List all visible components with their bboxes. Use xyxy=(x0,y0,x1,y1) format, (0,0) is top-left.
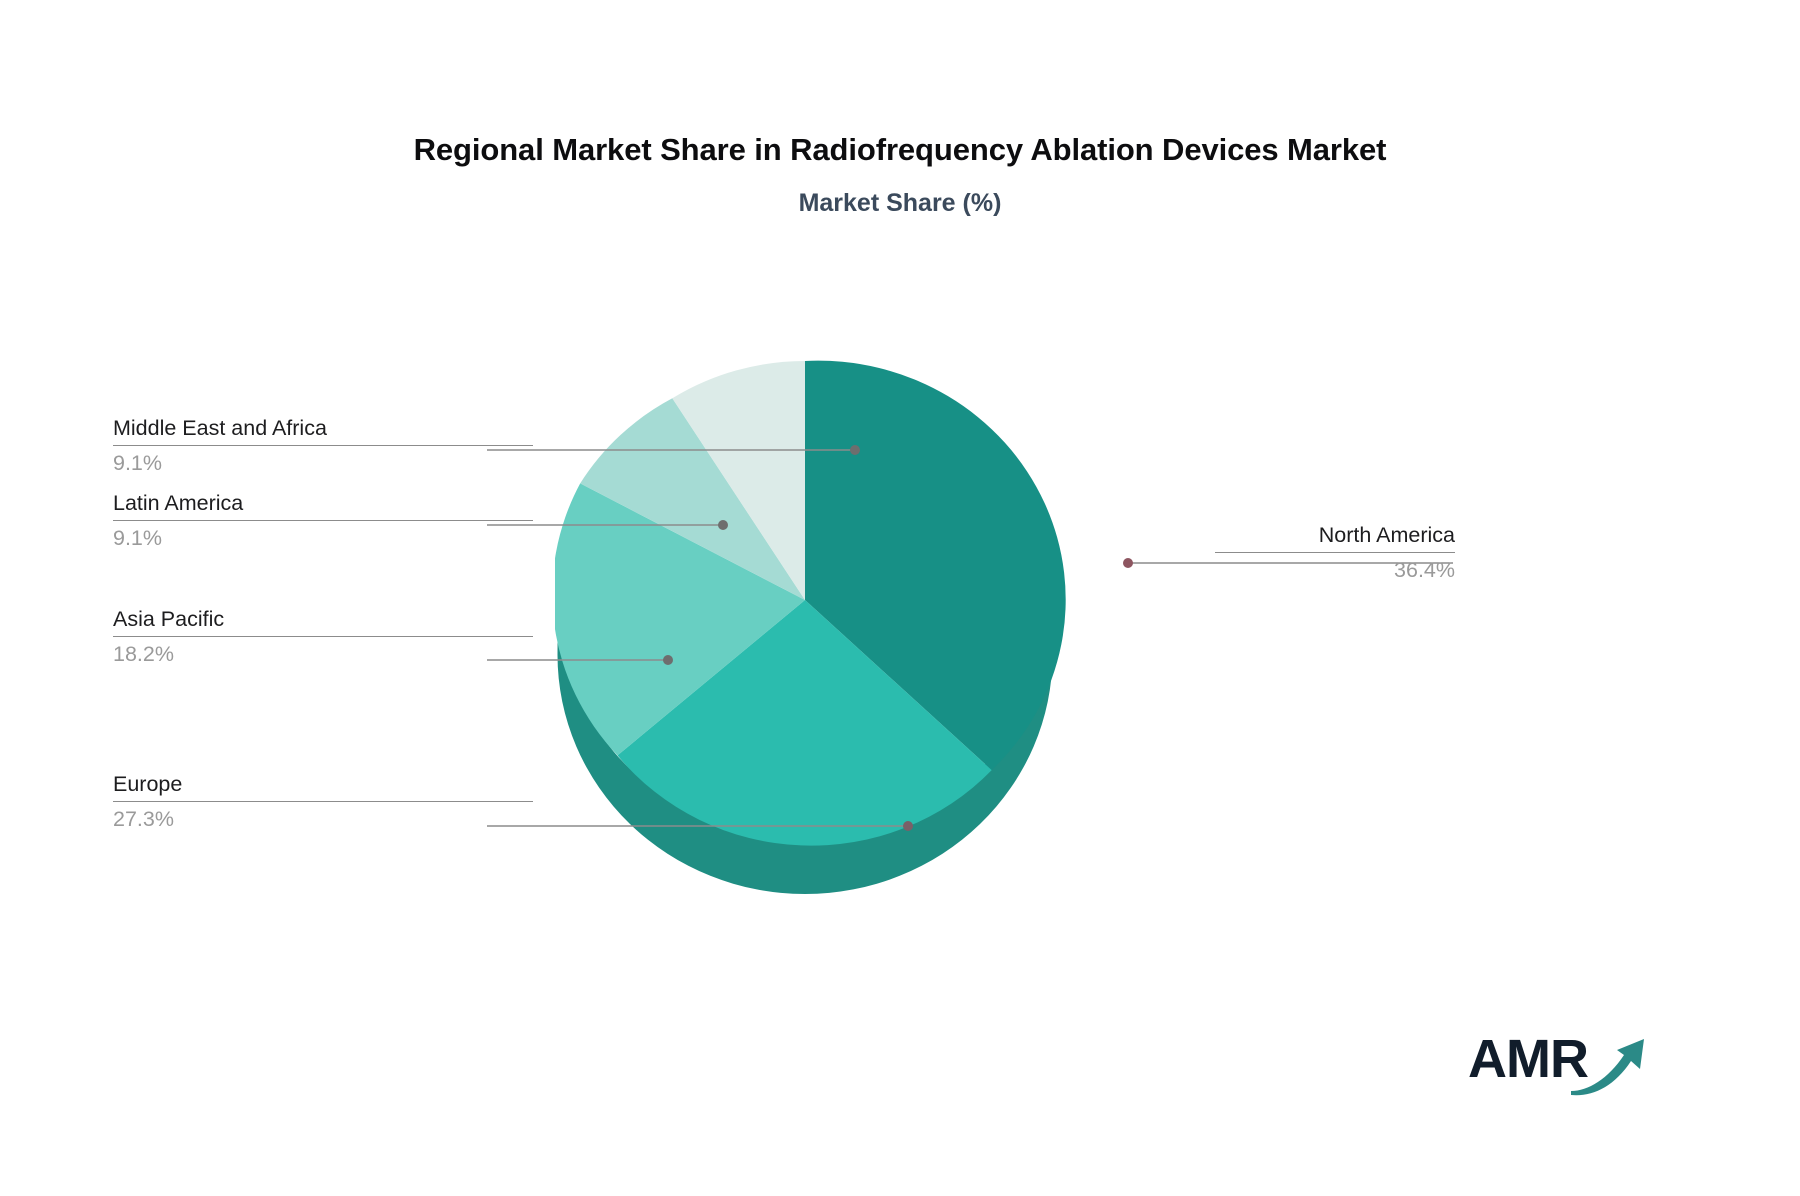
callout-label: Middle East and Africa xyxy=(113,416,327,440)
pie-slice-europe xyxy=(617,600,992,846)
pie-chart-svg xyxy=(555,360,1066,894)
callout-north-america[interactable]: North America 36.4% xyxy=(1215,521,1455,585)
callout-middle-east-and-africa[interactable]: Middle East and Africa 9.1% xyxy=(113,414,533,478)
callout-value: 9.1% xyxy=(113,526,163,550)
pie-slice-middle-east-and-africa xyxy=(672,361,805,600)
pie-slice-latin-america xyxy=(580,398,805,600)
callout-rule xyxy=(113,445,533,446)
callout-rule xyxy=(113,520,533,521)
pie-chart xyxy=(555,355,1255,965)
growth-arrow-icon xyxy=(1571,1039,1644,1096)
chart-subtitle: Market Share (%) xyxy=(798,189,1002,217)
pie-top-face xyxy=(555,360,1066,846)
callout-value: 18.2% xyxy=(113,642,174,666)
pie-slice-north-america xyxy=(805,360,1066,771)
callout-asia-pacific[interactable]: Asia Pacific 18.2% xyxy=(113,605,533,669)
callout-value: 9.1% xyxy=(113,451,163,475)
callout-rule xyxy=(113,636,533,637)
callout-value: 27.3% xyxy=(113,807,174,831)
amr-logo-text: AMR xyxy=(1468,1029,1589,1089)
callout-latin-america[interactable]: Latin America 9.1% xyxy=(113,489,533,553)
side-wall-europe xyxy=(557,600,1053,894)
callout-label: Asia Pacific xyxy=(113,607,225,631)
pie-slice-asia-pacific xyxy=(555,483,805,756)
callout-label: Latin America xyxy=(113,491,244,515)
callout-europe[interactable]: Europe 27.3% xyxy=(113,770,533,834)
chart-title: Regional Market Share in Radiofrequency … xyxy=(413,132,1387,167)
callout-value: 36.4% xyxy=(1394,558,1455,582)
callout-rule xyxy=(113,801,533,802)
callout-label: North America xyxy=(1318,523,1455,547)
amr-logo: AMR xyxy=(1468,1025,1648,1105)
callout-label: Europe xyxy=(113,772,183,796)
callout-rule xyxy=(1215,552,1455,553)
